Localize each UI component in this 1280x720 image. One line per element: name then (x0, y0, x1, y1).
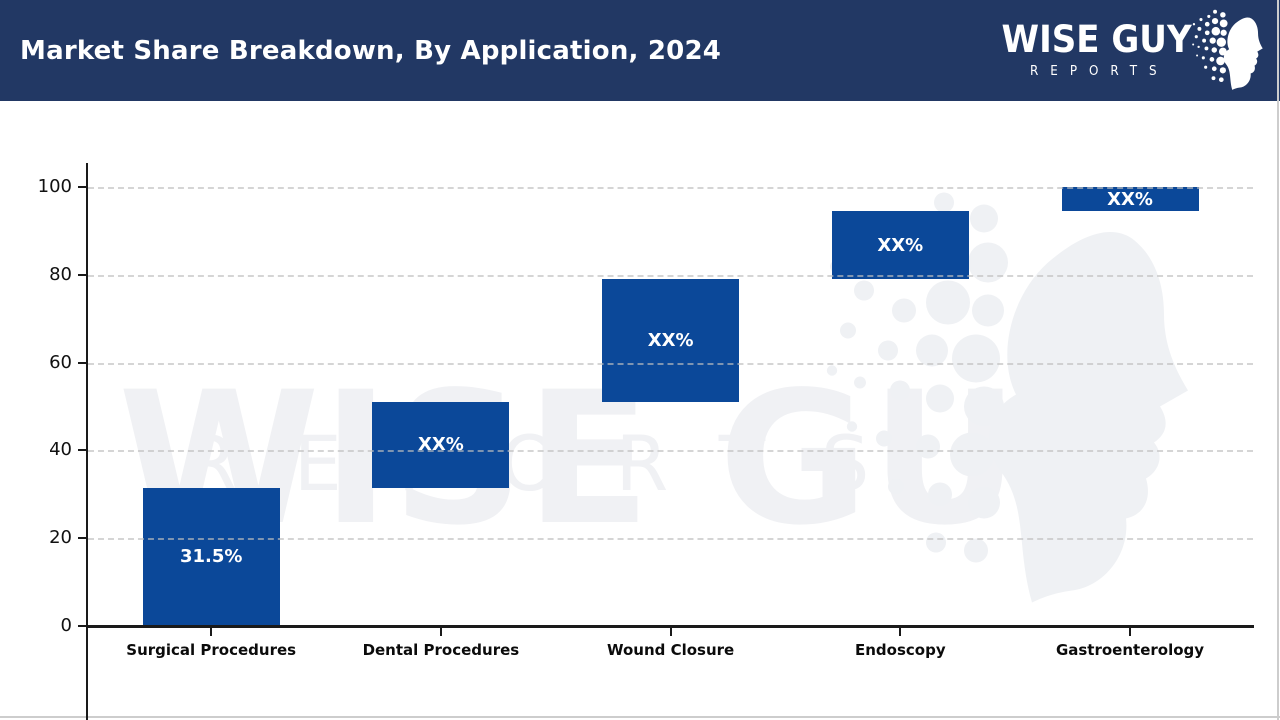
chart-plot-area: WISE GUY REPORTS 0 20 40 60 80 100 31.5% Surgic… (0, 101, 1280, 720)
y-tick-80 (78, 273, 86, 276)
y-tick-label-80: 80 (49, 263, 72, 285)
y-tick-60 (78, 361, 86, 364)
page-title: Market Share Breakdown, By Application, … (20, 35, 722, 66)
header-bar: Market Share Breakdown, By Application, … (0, 0, 1280, 101)
gridline-20 (88, 538, 1253, 541)
bar-segment[interactable]: XX% (372, 402, 510, 488)
y-axis-line (86, 163, 88, 720)
page-bottom-border (0, 716, 1280, 718)
head-profile-icon (1192, 9, 1263, 90)
watermark-subtext: REPORTS (185, 419, 926, 508)
gridline-100 (88, 187, 1253, 189)
y-tick-label-20: 20 (49, 527, 72, 549)
x-tick (669, 628, 672, 636)
y-tick-label-60: 60 (49, 351, 72, 373)
x-category-label: Surgical Procedures (126, 641, 297, 659)
y-tick-label-100: 100 (37, 176, 72, 197)
x-category-label: Gastroenterology (1055, 641, 1205, 659)
bar-value-label: XX% (417, 434, 464, 456)
bar-value-label: 31.5% (179, 546, 243, 568)
gridline-80 (88, 274, 1253, 277)
page-right-border (1277, 0, 1279, 720)
bar-value-label: XX% (1107, 188, 1153, 210)
x-tick (899, 628, 902, 636)
logo-sub-text: REPORTS (1030, 64, 1169, 79)
gridline-60 (88, 362, 1253, 365)
x-category-label: Endoscopy (854, 641, 946, 659)
x-tick (1129, 628, 1131, 636)
bar-value-label: XX% (877, 234, 924, 256)
y-tick-100 (78, 186, 86, 188)
bar-segment[interactable]: XX% (602, 279, 740, 403)
x-category-label: Wound Closure (606, 641, 735, 659)
y-tick-20 (78, 537, 86, 540)
y-tick-label-40: 40 (49, 439, 72, 461)
x-tick (439, 628, 442, 636)
bar-segment[interactable]: XX% (831, 211, 969, 280)
bar-value-label: XX% (647, 330, 694, 352)
logo-main-text: WISE GUY (1001, 18, 1192, 61)
logo-text: WISE GUY REPORTS (1002, 21, 1192, 79)
wise-guy-logo: WISE GUY REPORTS (985, 4, 1272, 96)
x-tick (210, 628, 213, 636)
y-tick-0 (78, 625, 86, 627)
y-tick-label-0: 0 (60, 615, 72, 636)
bar-segment[interactable]: 31.5% (142, 487, 280, 626)
bar-segment[interactable]: XX% (1061, 187, 1199, 212)
x-axis-line (86, 625, 1254, 628)
gridline-40 (88, 450, 1253, 453)
y-tick-40 (78, 449, 86, 452)
x-category-label: Dental Procedures (362, 641, 520, 659)
